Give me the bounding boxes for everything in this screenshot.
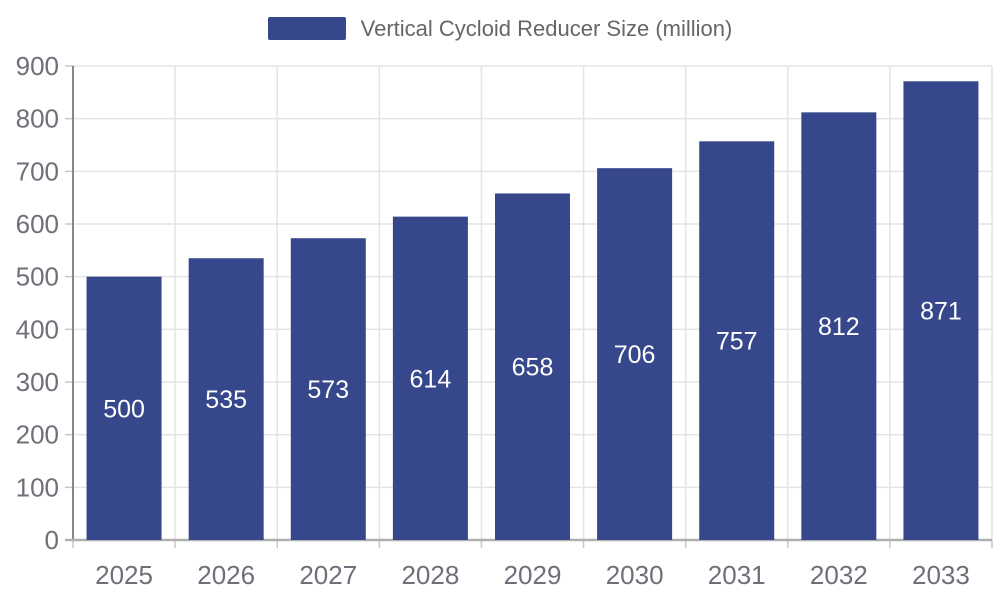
bar-value-label: 614	[410, 365, 452, 393]
bar	[86, 276, 162, 540]
bar-value-label: 706	[614, 341, 656, 369]
y-axis-tick-label: 300	[16, 367, 59, 397]
x-axis-tick-label: 2026	[197, 560, 255, 590]
x-axis-tick-label: 2028	[401, 560, 459, 590]
y-axis-tick-label: 700	[16, 156, 59, 186]
bar-value-label: 871	[920, 298, 962, 326]
y-axis-tick-label: 0	[45, 525, 59, 555]
x-axis-tick-label: 2032	[810, 560, 868, 590]
y-axis-tick-label: 100	[16, 472, 59, 502]
y-axis-tick-label: 600	[16, 209, 59, 239]
x-axis-tick-label: 2029	[504, 560, 562, 590]
bar	[495, 193, 570, 540]
x-axis-tick-label: 2033	[912, 560, 970, 590]
bar	[188, 258, 264, 540]
y-axis-tick-label: 400	[16, 314, 59, 344]
y-axis-tick-label: 800	[16, 104, 59, 134]
y-axis-tick-label: 200	[16, 420, 59, 450]
x-axis-tick-label: 2025	[95, 560, 153, 590]
bar-value-label: 500	[103, 395, 145, 423]
bar-value-label: 573	[307, 376, 349, 404]
bar	[699, 141, 775, 540]
bar	[392, 216, 468, 541]
bar	[903, 81, 979, 541]
bar	[290, 238, 366, 540]
legend-label: Vertical Cycloid Reducer Size (million)	[360, 15, 733, 41]
x-axis-tick-label: 2027	[299, 560, 357, 590]
bar-value-label: 757	[716, 328, 758, 356]
x-axis-tick-label: 2031	[708, 560, 766, 590]
x-axis-tick-label: 2030	[606, 560, 664, 590]
bar-value-label: 658	[512, 354, 554, 382]
y-axis-tick-label: 500	[16, 262, 59, 292]
bar-value-label: 812	[818, 313, 860, 341]
bar	[801, 112, 877, 540]
y-axis-tick-label: 900	[16, 51, 59, 81]
legend-swatch	[267, 17, 346, 40]
bar-value-label: 535	[205, 386, 247, 414]
chart-legend[interactable]: Vertical Cycloid Reducer Size (million)	[0, 17, 1000, 40]
bar	[597, 168, 673, 540]
